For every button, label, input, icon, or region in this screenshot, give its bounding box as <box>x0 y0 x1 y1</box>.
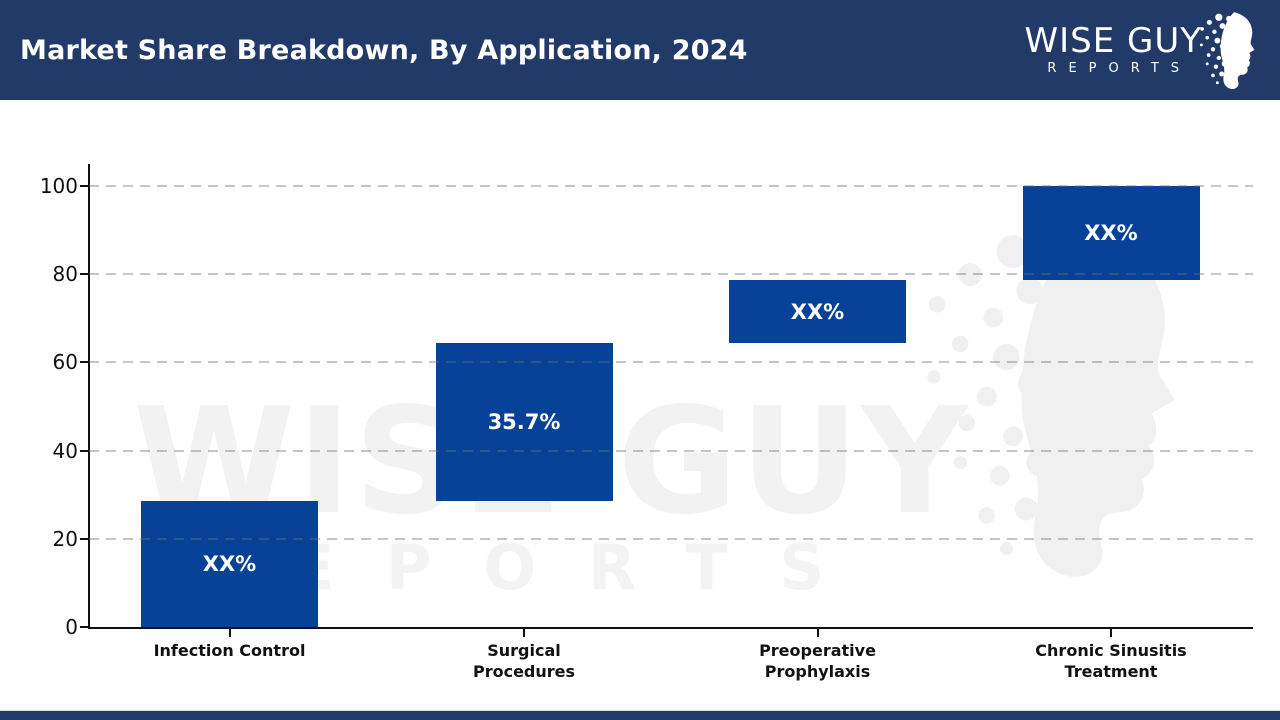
wise-guy-logo: WISE GUY REPORTS <box>1024 10 1262 90</box>
x-category-label: Surgical Procedures <box>374 640 674 682</box>
bar-segment: 35.7% <box>435 343 613 501</box>
x-tick-mark <box>523 629 525 637</box>
y-tick-mark <box>80 449 89 452</box>
logo-name-text: WISE GUY <box>1024 20 1202 61</box>
gridline <box>89 361 1253 364</box>
x-category-label-line: Procedures <box>472 662 576 681</box>
gridline <box>89 185 1253 187</box>
chart-title: Market Share Breakdown, By Application, … <box>20 34 748 66</box>
y-tick-label: 100 <box>39 174 78 198</box>
gridline <box>89 449 1253 452</box>
x-category-label-line: Preoperative <box>759 641 876 660</box>
y-axis-line <box>88 164 90 629</box>
x-category-label-line: Treatment <box>1064 662 1158 681</box>
y-tick-label: 60 <box>52 350 78 375</box>
logo-wordmark: WISE GUY REPORTS <box>1024 20 1202 77</box>
gridline <box>89 273 1253 276</box>
x-tick-mark <box>228 629 231 637</box>
header-bar: Market Share Breakdown, By Application, … <box>0 0 1280 100</box>
x-tick-mark <box>1110 629 1112 637</box>
x-category-label-line: Surgical <box>487 641 561 660</box>
y-tick-mark <box>80 361 89 364</box>
footer-bar <box>0 710 1280 720</box>
x-category-label: Chronic Sinusitis Treatment <box>961 640 1261 682</box>
x-category-label-line: Prophylaxis <box>764 662 871 681</box>
y-tick-mark <box>80 185 89 187</box>
gridline <box>89 537 1253 540</box>
bar-value-label: XX% <box>790 299 845 324</box>
bar-segment: XX% <box>141 500 318 627</box>
x-axis-line <box>88 627 1253 629</box>
bar-value-label: 35.7% <box>487 410 561 435</box>
y-tick-mark <box>80 537 89 540</box>
x-category-label: Preoperative Prophylaxis <box>668 640 968 682</box>
bar-value-label: XX% <box>1084 221 1138 246</box>
bar-value-label: XX% <box>202 551 257 576</box>
chart-area: WISE GUY REPORTS 0 20 40 60 80 100 XX% Infectio… <box>0 100 1280 710</box>
y-tick-label: 0 <box>65 615 78 639</box>
x-tick-mark <box>816 629 819 637</box>
x-category-label-line: Chronic Sinusitis <box>1035 641 1187 660</box>
y-tick-mark <box>80 626 89 628</box>
wise-guy-head-icon <box>1199 12 1255 89</box>
bar-segment: XX% <box>729 280 906 344</box>
logo-reports-text: REPORTS <box>1047 61 1192 77</box>
bar-segment: XX% <box>1022 186 1200 281</box>
y-tick-label: 40 <box>52 438 78 463</box>
x-category-label-line: Infection Control <box>153 641 306 660</box>
y-tick-label: 20 <box>52 526 78 551</box>
x-category-label: Infection Control <box>80 640 380 661</box>
y-tick-label: 80 <box>52 262 78 287</box>
y-tick-mark <box>80 273 89 276</box>
